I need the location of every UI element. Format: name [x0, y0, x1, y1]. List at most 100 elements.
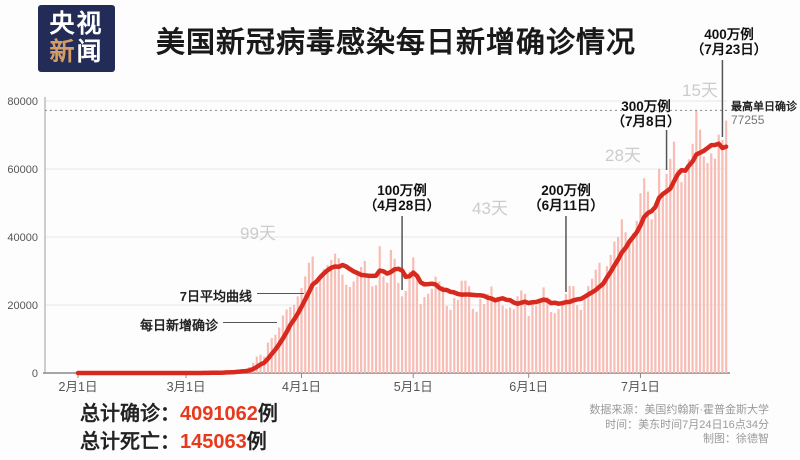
gap-label-28-days: 28天 [605, 146, 641, 165]
daily-cases-bar [654, 212, 657, 373]
source-credit-block: 数据来源：美国约翰斯·霍普金斯大学 时间：美东时间7月24日16点34分 制图：… [589, 403, 769, 447]
daily-cases-bar [680, 182, 683, 373]
daily-cases-bar [292, 304, 296, 373]
daily-cases-bar [341, 274, 344, 373]
daily-cases-bar [509, 307, 512, 373]
daily-cases-bar [620, 219, 623, 373]
daily-cases-bar [333, 253, 337, 373]
legend-average-pointer-line [257, 293, 304, 294]
gap-label-43-days: 43天 [472, 199, 508, 218]
legend-average-curve: 7日平均曲线 [179, 289, 252, 304]
daily-cases-bar [494, 298, 497, 373]
page-title: 美国新冠病毒感染每日新增确诊情况 [156, 27, 637, 59]
daily-cases-bar [542, 287, 545, 373]
milestone-value: 400万例 [704, 27, 754, 42]
daily-cases-bar [322, 269, 325, 373]
daily-cases-bar [479, 298, 482, 373]
daily-cases-bar [702, 156, 705, 373]
seven-day-average-curve [75, 141, 729, 376]
daily-cases-bar [553, 313, 556, 373]
daily-cases-bar [717, 134, 720, 373]
daily-cases-bar [300, 288, 303, 373]
gap-label-99-days: 99天 [240, 224, 276, 243]
daily-cases-bar [535, 306, 538, 373]
daily-cases-bar [643, 178, 646, 373]
daily-cases-bar [676, 169, 679, 373]
daily-cases-bar [587, 286, 590, 373]
y-axis-tick-label: 80000 [7, 96, 38, 108]
daily-cases-bar [434, 276, 437, 373]
daily-cases-bar [490, 286, 493, 373]
total-confirmed-value: 4091062 [180, 403, 258, 425]
daily-cases-bar [598, 262, 601, 373]
daily-cases-bar [661, 195, 664, 373]
daily-cases-bar [624, 232, 627, 373]
daily-cases-bar [400, 296, 404, 373]
daily-cases-bar [687, 159, 690, 373]
daily-cases-bar [602, 284, 605, 373]
daily-cases-bar [289, 306, 292, 373]
x-axis-tick-label: 5月1日 [394, 380, 433, 394]
daily-cases-bar [352, 281, 355, 373]
daily-cases-bar [665, 173, 668, 373]
daily-cases-bar [572, 286, 575, 373]
daily-cases-bar [721, 140, 724, 373]
daily-cases-bar [326, 265, 329, 373]
daily-cases-bar [527, 315, 530, 373]
daily-cases-bar [669, 158, 672, 373]
max-daily-value: 77255 [731, 112, 765, 127]
daily-cases-bar [419, 304, 422, 373]
daily-cases-bar [650, 219, 653, 373]
daily-cases-bar [523, 293, 527, 373]
daily-cases-bar [285, 309, 288, 373]
daily-cases-bar [430, 288, 433, 373]
daily-cases-bar [628, 241, 631, 373]
max-daily-label: 最高单日确诊 [731, 101, 797, 113]
daily-cases-bar [363, 261, 366, 373]
daily-cases-bar [404, 290, 407, 373]
daily-cases-bar [393, 258, 396, 373]
daily-cases-bar [695, 110, 698, 373]
daily-cases-bar [672, 141, 676, 373]
y-axis-tick-label: 0 [32, 368, 38, 380]
logo-char-wen: 闻 [76, 38, 104, 66]
total-deaths-row: 总计死亡：145063例 [80, 428, 278, 456]
daily-cases-bar [538, 301, 541, 373]
daily-cases-bar [348, 286, 352, 373]
daily-cases-bar [371, 286, 374, 373]
daily-cases-bar [635, 220, 638, 373]
daily-cases-bar [319, 274, 322, 373]
total-deaths-label: 总计死亡： [80, 431, 180, 453]
daily-cases-bar [456, 300, 460, 373]
daily-cases-bar [497, 300, 501, 373]
milestone-value: 300万例 [621, 99, 671, 114]
daily-cases-bar [698, 129, 702, 373]
daily-cases-bar [590, 278, 594, 373]
daily-cases-bar [330, 259, 333, 373]
daily-cases-bar [613, 241, 616, 373]
daily-cases-bar [501, 305, 504, 373]
daily-cases-bar [725, 120, 728, 373]
milestone-date: （4月28日） [363, 198, 441, 214]
total-deaths-unit: 例 [246, 431, 267, 453]
milestone-value: 100万例 [377, 183, 427, 198]
daily-cases-bar [468, 286, 471, 373]
daily-cases-bar [337, 258, 340, 373]
daily-cases-bar [464, 280, 467, 373]
daily-cases-bar [631, 233, 635, 373]
gap-label-15-days: 15天 [682, 81, 718, 100]
daily-cases-bar [486, 293, 489, 373]
total-deaths-value: 145063 [180, 431, 247, 453]
daily-cases-bar [520, 290, 523, 373]
daily-cases-bar [568, 285, 571, 373]
milestone-label-2m: 200万例 （6月11日） [528, 183, 604, 213]
daily-cases-bar [356, 271, 359, 373]
daily-cases-bar [296, 296, 299, 373]
daily-cases-bar [549, 312, 553, 373]
daily-cases-bar [531, 302, 534, 373]
daily-cases-bar [564, 293, 568, 373]
daily-cases-bar [646, 191, 650, 373]
daily-cases-bar [546, 297, 549, 373]
